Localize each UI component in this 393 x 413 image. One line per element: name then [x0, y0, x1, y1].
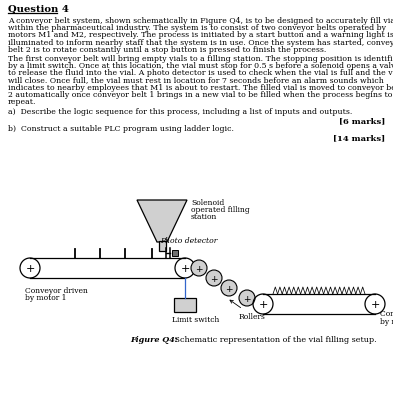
Text: b)  Construct a suitable PLC program using ladder logic.: b) Construct a suitable PLC program usin… [8, 124, 234, 133]
Text: +: + [370, 299, 380, 309]
Text: +: + [210, 274, 218, 283]
Text: operated filling: operated filling [191, 206, 250, 214]
Text: Schematic representation of the vial filling setup.: Schematic representation of the vial fil… [172, 335, 376, 343]
Circle shape [239, 290, 255, 306]
Text: [6 marks]: [6 marks] [339, 117, 385, 125]
Text: The first conveyor belt will bring empty vials to a filling station. The stoppin: The first conveyor belt will bring empty… [8, 55, 393, 63]
Text: +: + [195, 264, 203, 273]
Text: by motor 2: by motor 2 [380, 317, 393, 325]
Text: Question 4: Question 4 [8, 5, 69, 14]
Text: repeat.: repeat. [8, 98, 37, 106]
Text: by a limit switch. Once at this location, the vial must stop for 0.5 s before a : by a limit switch. Once at this location… [8, 62, 393, 70]
Text: will close. Once full, the vial must rest in location for 7 seconds before an al: will close. Once full, the vial must res… [8, 76, 384, 84]
Text: to release the fluid into the vial. A photo detector is used to check when the v: to release the fluid into the vial. A ph… [8, 69, 393, 77]
Text: A conveyor belt system, shown schematically in Figure Q4, is to be designed to a: A conveyor belt system, shown schematica… [8, 17, 393, 25]
Text: Figure Q4:: Figure Q4: [130, 335, 178, 343]
Text: belt 2 is to rotate constantly until a stop button is pressed to finish the proc: belt 2 is to rotate constantly until a s… [8, 46, 326, 54]
Text: [14 marks]: [14 marks] [333, 134, 385, 142]
Text: Solenoid: Solenoid [191, 199, 224, 206]
Text: by motor 1: by motor 1 [25, 294, 66, 302]
Text: Conveyor driven: Conveyor driven [25, 286, 88, 294]
Text: Rollers: Rollers [230, 300, 266, 320]
Bar [174, 298, 196, 312]
Bar [158, 242, 165, 252]
Text: +: + [258, 299, 268, 309]
Text: Limit switch: Limit switch [172, 315, 219, 323]
Text: 2 automatically once conveyor belt 1 brings in a new vial to be filled when the : 2 automatically once conveyor belt 1 bri… [8, 91, 392, 99]
Text: within the pharmaceutical industry. The system is to consist of two conveyor bel: within the pharmaceutical industry. The … [8, 24, 386, 32]
Circle shape [206, 271, 222, 286]
Text: illuminated to inform nearby staff that the system is in use. Once the system ha: illuminated to inform nearby staff that … [8, 38, 393, 47]
Text: Photo detector: Photo detector [160, 236, 217, 244]
Text: a)  Describe the logic sequence for this process, including a list of inputs and: a) Describe the logic sequence for this … [8, 108, 353, 116]
Text: motors M1 and M2, respectively. The process is initiated by a start button and a: motors M1 and M2, respectively. The proc… [8, 31, 393, 39]
Text: +: + [225, 284, 233, 293]
Text: +: + [243, 294, 251, 303]
Text: +: + [25, 263, 35, 273]
Bar [171, 250, 178, 256]
Text: Conveyor driven: Conveyor driven [380, 309, 393, 317]
Text: indicates to nearby employees that M1 is about to restart. The filled vial is mo: indicates to nearby employees that M1 is… [8, 83, 393, 92]
Circle shape [221, 280, 237, 296]
Circle shape [191, 260, 207, 276]
Text: +: + [180, 263, 190, 273]
Text: station: station [191, 212, 217, 221]
Polygon shape [137, 201, 187, 242]
